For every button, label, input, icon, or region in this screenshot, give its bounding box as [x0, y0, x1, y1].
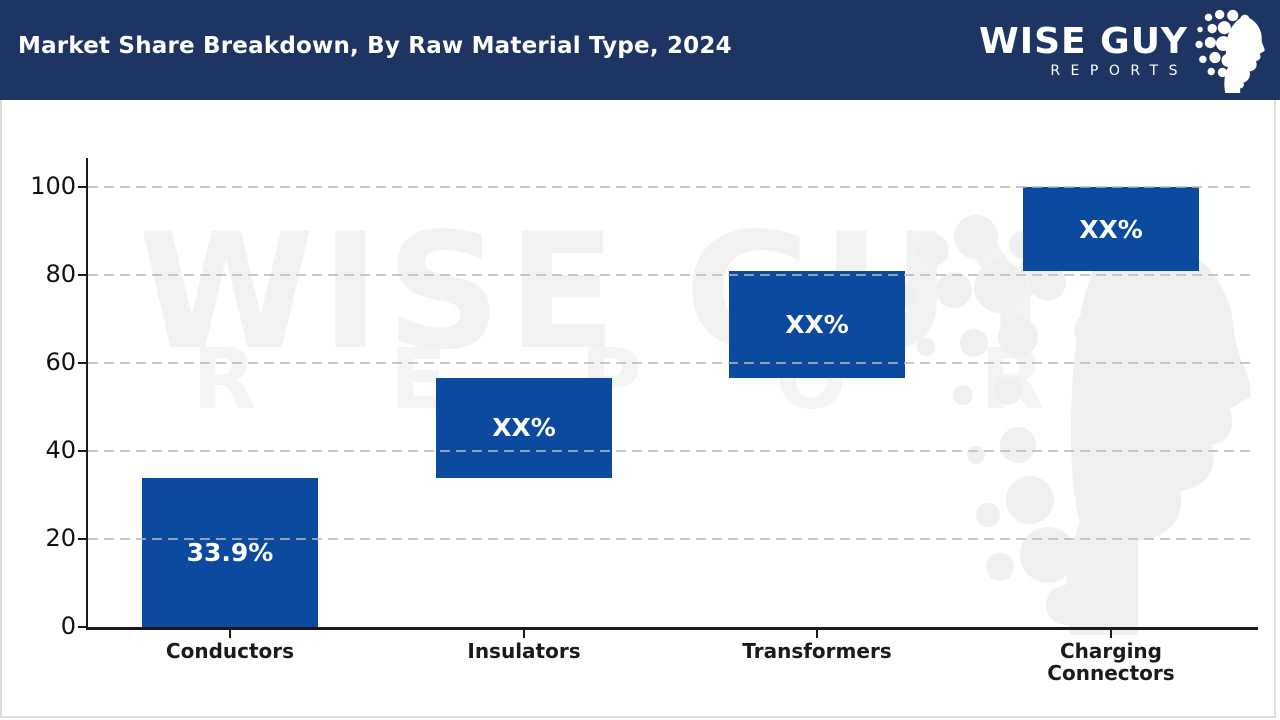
gridline-40 [88, 450, 1250, 452]
bar-value-label-conductors: 33.9% [186, 537, 274, 567]
logo-subtitle: REPORTS [1050, 63, 1188, 80]
bar-transformers: XX% [729, 271, 905, 378]
logo-head-icon [1195, 9, 1265, 93]
bar-conductors: 33.9% [142, 477, 318, 627]
chart-title: Market Share Breakdown, By Raw Material … [18, 33, 732, 59]
y-tick-mark-80 [78, 274, 86, 276]
y-tick-mark-0 [78, 626, 86, 628]
gridline-100 [88, 186, 1250, 188]
x-tick-label-transformers: Transformers [742, 639, 892, 663]
x-tick-label-insulators: Insulators [467, 639, 581, 663]
x-tick-label-charging-connectors: Charging Connectors [1047, 639, 1175, 685]
y-tick-mark-100 [78, 186, 86, 188]
watermark-wise-guy: WISE GUY [138, 198, 1080, 385]
x-axis-spine [86, 627, 1258, 630]
y-tick-mark-60 [78, 362, 86, 364]
logo-name: WISE GUY [978, 20, 1188, 62]
gridline-20 [88, 538, 1250, 540]
x-tick-mark-charging-connectors [1110, 630, 1112, 638]
y-tick-label-0: 0 [60, 612, 76, 640]
logo-text: WISE GUY REPORTS [978, 20, 1188, 80]
y-tick-mark-20 [78, 538, 86, 540]
y-tick-label-40: 40 [45, 436, 76, 464]
y-tick-label-60: 60 [45, 348, 76, 376]
wise-guy-reports-logo: WISE GUY REPORTS [978, 9, 1268, 93]
gridline-60 [88, 362, 1250, 364]
bar-value-label-insulators: XX% [492, 413, 556, 443]
x-tick-mark-transformers [816, 630, 818, 638]
bar-value-label-charging-connectors: XX% [1079, 214, 1143, 244]
y-axis-spine [86, 158, 88, 630]
x-tick-mark-conductors [229, 630, 231, 638]
y-tick-mark-40 [78, 450, 86, 452]
x-tick-mark-insulators [523, 630, 525, 638]
bar-charging-connectors: XX% [1023, 187, 1199, 272]
y-tick-label-20: 20 [45, 524, 76, 552]
bar-insulators: XX% [436, 377, 612, 478]
bar-value-label-transformers: XX% [785, 310, 849, 340]
y-tick-label-80: 80 [45, 260, 76, 288]
gridline-80 [88, 274, 1250, 276]
x-tick-label-conductors: Conductors [165, 639, 295, 663]
y-tick-label-100: 100 [30, 172, 76, 200]
header-band: Market Share Breakdown, By Raw Material … [0, 0, 1280, 100]
